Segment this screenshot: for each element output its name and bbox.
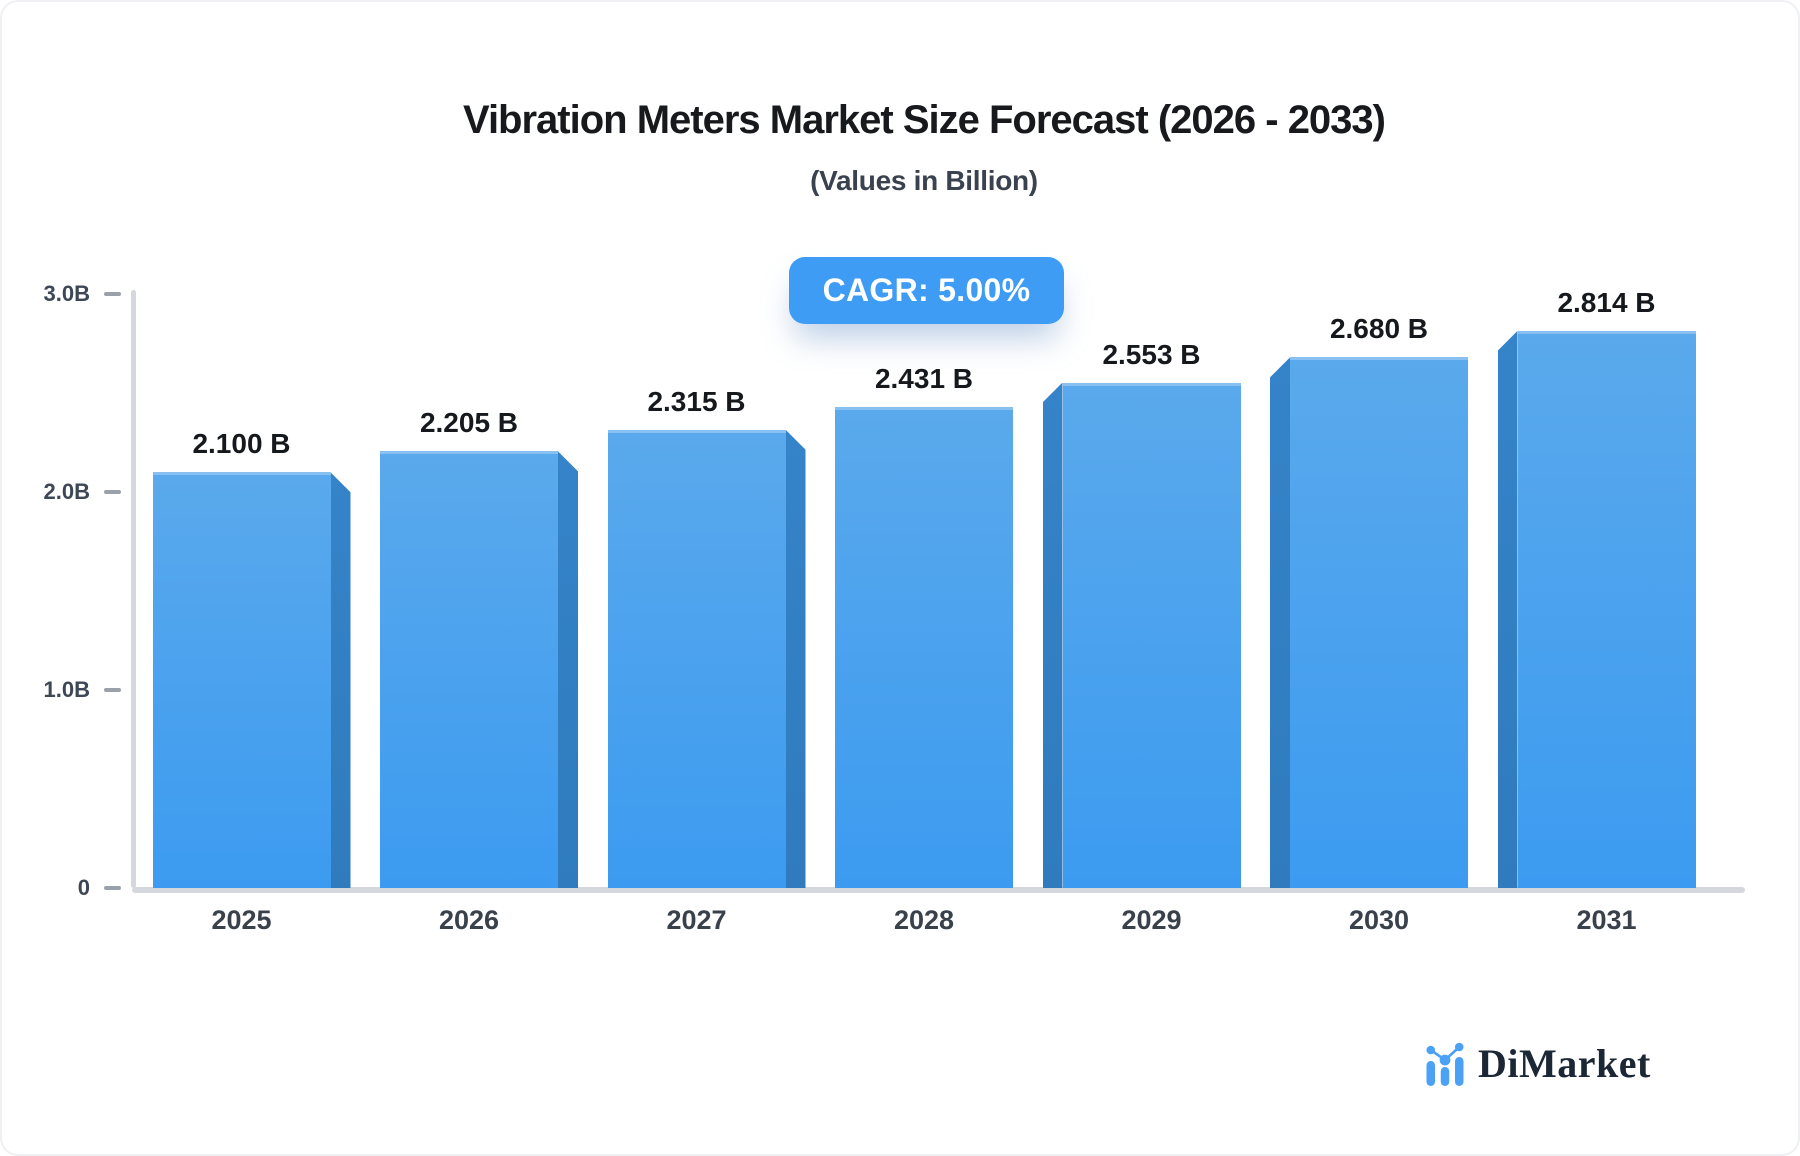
y-tick-dash — [104, 292, 121, 296]
brand-name: DiMarket — [1478, 1041, 1651, 1086]
bar-side-3d — [785, 429, 806, 888]
cagr-badge: CAGR: 5.00% — [789, 257, 1064, 324]
bar-side-3d — [330, 472, 351, 888]
bar-2027[interactable]: 2.315 B — [607, 2, 806, 888]
bar-face — [835, 406, 1013, 888]
x-axis-label-2025: 2025 — [211, 905, 272, 935]
x-axis-label-2027: 2027 — [666, 905, 727, 935]
bar-2026[interactable]: 2.205 B — [380, 2, 578, 888]
bar-value-label: 2.431 B — [874, 362, 974, 394]
bar-face — [1517, 330, 1696, 888]
chart-subtitle: (Values in Billion) — [810, 165, 1038, 196]
bar-side-3d — [1270, 357, 1290, 888]
x-axis-label-2028: 2028 — [893, 905, 955, 935]
bar-2030[interactable]: 2.680 B — [1270, 2, 1468, 888]
bar-2028[interactable]: 2.431 B — [835, 2, 1013, 888]
y-tick-label: 1.0B — [43, 677, 90, 702]
y-tick-label: 3.0B — [43, 281, 90, 306]
bar-value-label: 2.814 B — [1557, 286, 1656, 318]
bar-face — [380, 451, 558, 888]
bar-face — [607, 429, 786, 888]
bar-2029[interactable]: 2.553 B — [1042, 2, 1241, 888]
y-tick-dash — [104, 886, 121, 890]
x-axis-label-2026: 2026 — [438, 905, 500, 935]
bar-2031[interactable]: 2.814 B — [1497, 2, 1696, 888]
bar-side-3d — [1497, 330, 1518, 888]
x-axis-label-2031: 2031 — [1576, 905, 1637, 935]
y-axis-line — [131, 290, 136, 888]
bar-side-3d — [1042, 382, 1063, 888]
brand-logo: DiMarket — [1425, 1040, 1651, 1087]
y-tick-dash — [104, 490, 121, 494]
bar-value-label: 2.553 B — [1102, 338, 1201, 370]
bar-face — [152, 472, 331, 888]
bar-value-label: 2.680 B — [1329, 313, 1429, 345]
bar-face — [1290, 357, 1468, 888]
y-tick-label: 0 — [77, 875, 90, 900]
x-axis-label-2029: 2029 — [1121, 905, 1182, 935]
chart-title: Vibration Meters Market Size Forecast (2… — [462, 98, 1386, 142]
y-tick-dash — [104, 688, 121, 692]
bar-side-3d — [558, 451, 578, 888]
bar-value-label: 2.205 B — [419, 407, 519, 439]
bar-face — [1062, 382, 1241, 888]
y-tick-label: 2.0B — [43, 479, 90, 504]
x-axis-line — [132, 887, 1745, 893]
bar-value-label: 2.100 B — [192, 428, 291, 460]
x-axis-label-2030: 2030 — [1348, 905, 1410, 935]
bar-chart-logo-icon — [1426, 1042, 1464, 1086]
bar-value-label: 2.315 B — [647, 385, 746, 417]
bar-2025[interactable]: 2.100 B — [152, 2, 351, 888]
